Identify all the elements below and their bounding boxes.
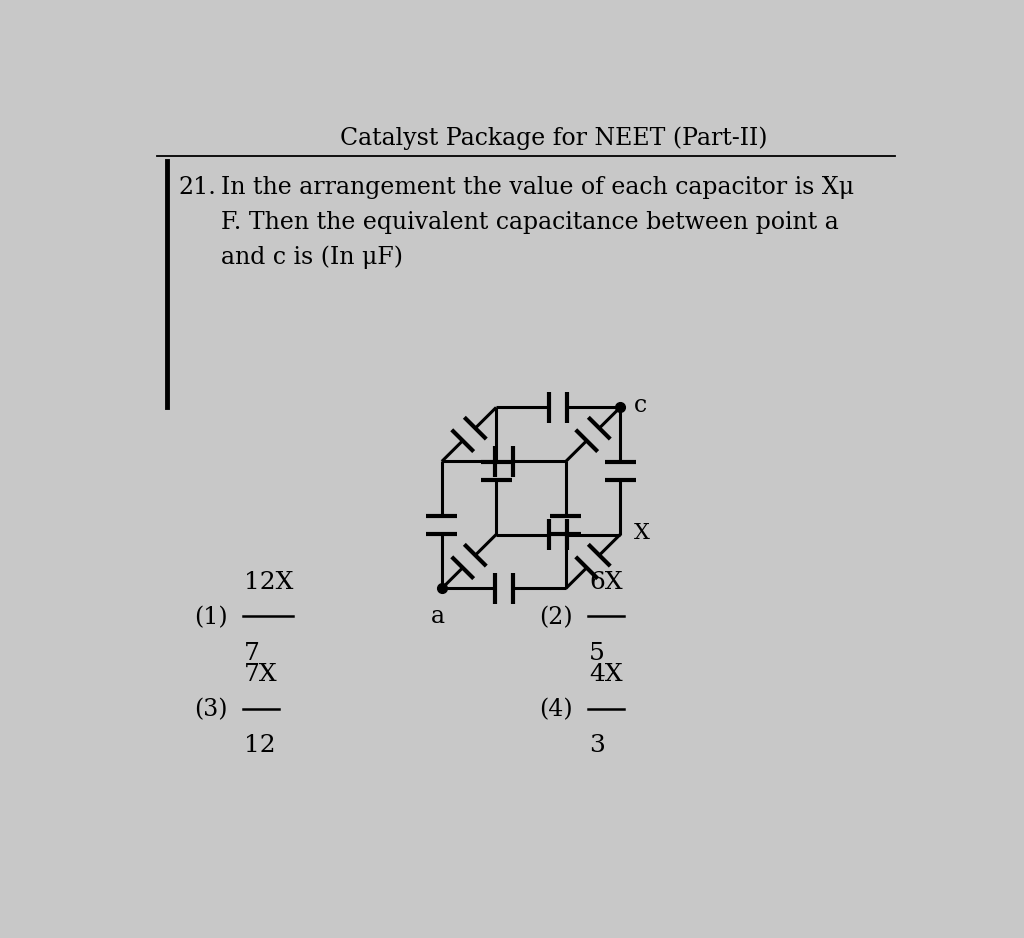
Text: 5: 5 [589, 642, 605, 664]
Text: (4): (4) [539, 699, 572, 721]
Text: (1): (1) [194, 606, 227, 629]
Text: 3: 3 [589, 734, 605, 757]
Text: Catalyst Package for NEET (Part-II): Catalyst Package for NEET (Part-II) [341, 127, 768, 150]
Text: 12: 12 [245, 734, 275, 757]
Text: a: a [431, 605, 445, 628]
Text: 4X: 4X [589, 663, 623, 687]
Text: 12X: 12X [245, 571, 294, 594]
Text: (2): (2) [539, 606, 572, 629]
Text: 7: 7 [245, 642, 260, 664]
Text: 7X: 7X [245, 663, 278, 687]
Text: In the arrangement the value of each capacitor is Xμ: In the arrangement the value of each cap… [221, 176, 854, 200]
Text: c: c [634, 395, 647, 417]
Text: X: X [634, 522, 650, 544]
Text: (3): (3) [194, 699, 227, 721]
Text: 21.: 21. [178, 176, 216, 200]
Text: F. Then the equivalent capacitance between point a: F. Then the equivalent capacitance betwe… [221, 211, 839, 234]
Text: and c is (In μF): and c is (In μF) [221, 246, 403, 269]
Text: 6X: 6X [589, 571, 623, 594]
